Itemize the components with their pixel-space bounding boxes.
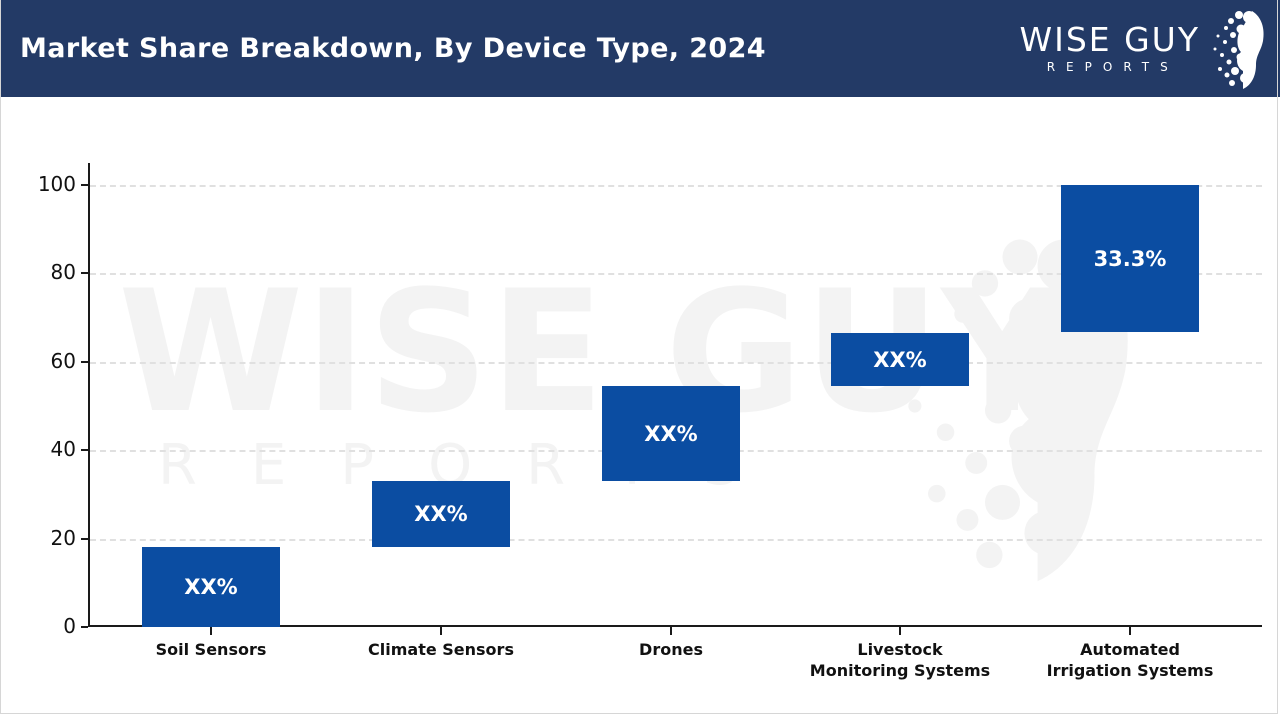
bar-livestock-monitoring-systems: XX% [831, 333, 969, 387]
logo-wiseguy-text: WISE GUY [1019, 20, 1200, 59]
bar-value-label: 33.3% [1093, 246, 1167, 271]
y-tick-100 [81, 184, 88, 186]
x-category-label-automated-irrigation-systems: Automated Irrigation Systems [1046, 640, 1214, 680]
chart-title: Market Share Breakdown, By Device Type, … [20, 33, 766, 64]
x-category-label-drones: Drones [639, 640, 703, 659]
y-tick-80 [81, 272, 88, 275]
bar-value-label: XX% [414, 502, 468, 527]
y-axis [88, 163, 90, 627]
x-tick-climate-sensors [440, 627, 442, 635]
header-bar: Market Share Breakdown, By Device Type, … [0, 0, 1280, 97]
logo-face-icon [1213, 10, 1264, 89]
gridline-80 [90, 273, 1262, 276]
y-tick-label-60: 60 [50, 348, 76, 373]
y-tick-label-80: 80 [50, 260, 76, 285]
y-tick-20 [81, 537, 88, 540]
bar-climate-sensors: XX% [372, 481, 510, 548]
y-tick-label-0: 0 [63, 614, 76, 638]
logo-reports-text: REPORTS [1046, 60, 1179, 74]
y-tick-label-40: 40 [50, 437, 76, 462]
gridline-20 [90, 538, 1262, 541]
bar-drones: XX% [602, 386, 740, 482]
x-axis [88, 625, 1262, 627]
bar-value-label: XX% [644, 421, 698, 446]
x-tick-livestock-monitoring-systems [899, 627, 901, 635]
plot-area: XX% XX% XX% XX% 33.3% [88, 163, 1262, 627]
x-tick-drones [670, 627, 672, 635]
bar-soil-sensors: XX% [142, 547, 280, 627]
y-tick-0 [81, 626, 88, 628]
x-tick-soil-sensors [210, 627, 212, 635]
gridline-100 [90, 185, 1262, 187]
x-category-label-soil-sensors: Soil Sensors [155, 640, 267, 659]
y-tick-label-20: 20 [50, 525, 76, 550]
bar-value-label: XX% [873, 347, 927, 372]
x-tick-automated-irrigation-systems [1129, 627, 1131, 635]
wiseguy-logo: WISE GUY REPORTS [1019, 7, 1266, 91]
y-tick-60 [81, 360, 88, 363]
y-tick-label-100: 100 [37, 172, 76, 196]
bar-automated-irrigation-systems: 33.3% [1061, 185, 1199, 333]
x-category-label-livestock-monitoring-systems: Livestock Monitoring Systems [809, 640, 991, 680]
bar-value-label: XX% [184, 575, 238, 600]
y-tick-40 [81, 449, 88, 452]
gridline-60 [90, 361, 1262, 364]
logo-text: WISE GUY REPORTS [1019, 23, 1200, 74]
x-category-label-climate-sensors: Climate Sensors [368, 640, 514, 659]
